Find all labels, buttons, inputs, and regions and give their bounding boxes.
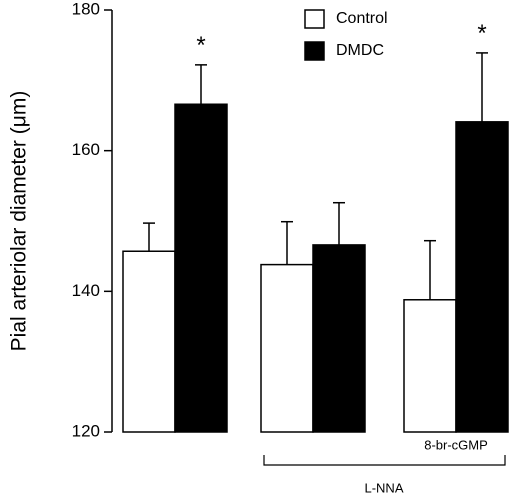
y-axis-label: Pial arteriolar diameter (μm) (8, 91, 31, 352)
legend-swatch (304, 41, 325, 61)
legend-label: Control (336, 10, 388, 27)
group-label: L-NNA (364, 480, 403, 495)
y-tick-label: 120 (72, 421, 100, 440)
y-tick-label: 160 (72, 140, 100, 159)
bar (455, 121, 509, 433)
y-tick-label: 140 (72, 281, 100, 300)
legend-label: DMDC (336, 42, 384, 59)
significance-label: * (477, 20, 486, 47)
legend-swatch (304, 9, 325, 29)
bar (174, 103, 228, 433)
group-bracket (263, 455, 506, 466)
bar (260, 263, 314, 433)
bar (122, 250, 176, 433)
significance-label: * (196, 32, 205, 59)
bar (312, 244, 366, 433)
x-tick-label: 8-br-cGMP (424, 437, 488, 452)
y-tick-label: 180 (72, 0, 100, 18)
bar (403, 299, 457, 433)
